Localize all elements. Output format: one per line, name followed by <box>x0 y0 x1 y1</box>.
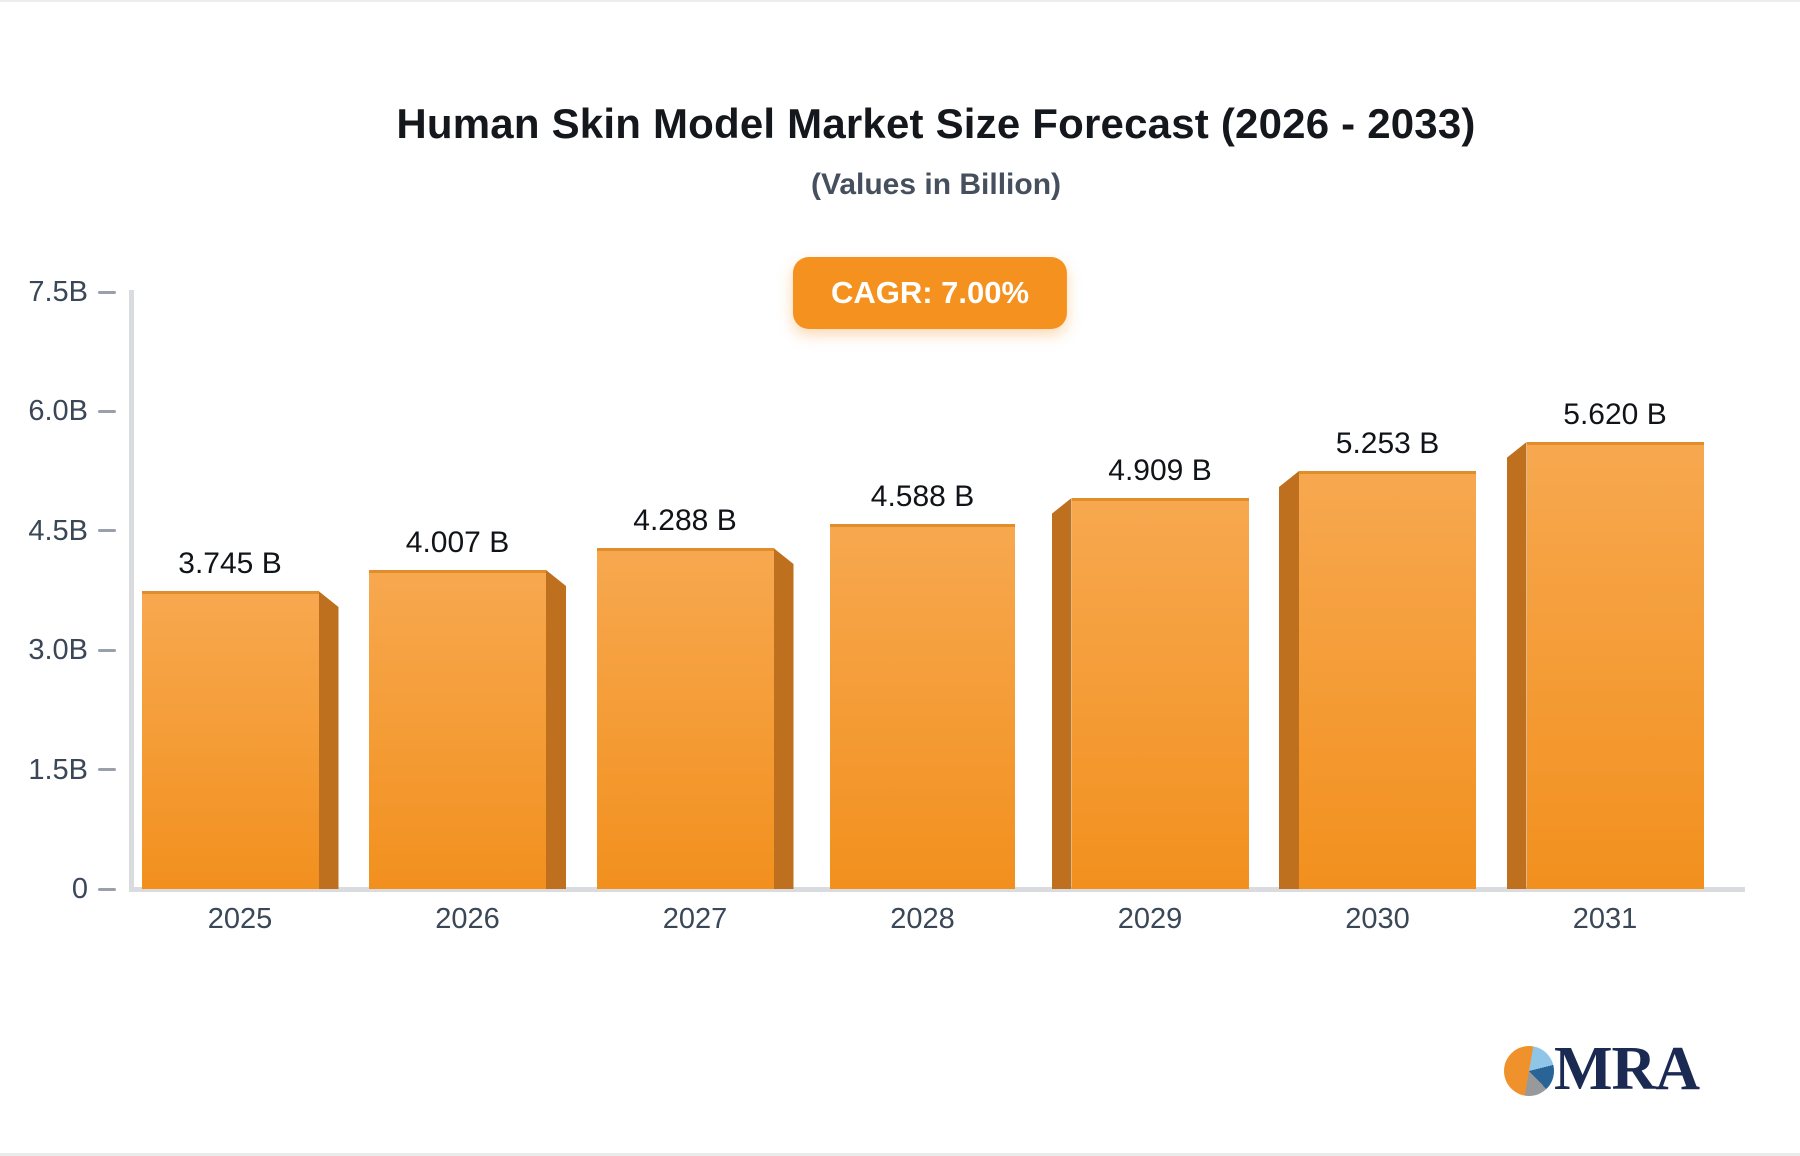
bar-2030: 5.253 B <box>1279 427 1476 889</box>
x-axis-label: 2030 <box>1345 903 1410 935</box>
x-axis-label: 2028 <box>890 903 955 935</box>
x-axis-label: 2027 <box>662 903 728 935</box>
y-axis-tick-mark <box>98 290 116 294</box>
bar-2028: 4.588 B <box>830 480 1015 889</box>
bar-2026: 4.007 B <box>369 526 566 889</box>
bar-2025: 3.745 B <box>141 547 339 889</box>
y-axis-tick-label: 4.5B <box>28 514 88 547</box>
x-axis-label: 2025 <box>207 903 273 935</box>
bar-2027: 4.288 B <box>596 504 794 889</box>
y-axis-line <box>129 290 134 891</box>
chart-title: Human Skin Model Market Size Forecast (2… <box>396 100 1476 147</box>
y-axis-tick-mark <box>98 409 116 413</box>
bar-value-label: 4.909 B <box>1108 454 1212 487</box>
bar-side-3d <box>773 548 794 889</box>
x-axis-line <box>129 887 1745 892</box>
y-axis-tick-label: 6.0B <box>28 395 88 428</box>
bar-face <box>1071 498 1249 889</box>
bar-face <box>369 570 546 889</box>
bar-value-label: 4.288 B <box>633 504 737 537</box>
bar-face <box>1299 471 1476 889</box>
bar-face <box>141 591 319 889</box>
cagr-badge: CAGR: 7.00% <box>792 257 1068 329</box>
bar-value-label: 3.745 B <box>178 547 282 580</box>
bar-value-label: 5.620 B <box>1563 398 1667 431</box>
bar-value-label: 4.007 B <box>405 526 510 559</box>
bar-value-label: 4.588 B <box>870 480 975 513</box>
y-axis-tick-mark <box>98 529 116 533</box>
bar-side-3d <box>1506 442 1527 889</box>
x-axis-label: 2026 <box>435 903 500 935</box>
bar-side-3d <box>1279 471 1299 889</box>
y-axis-tick-label: 7.5B <box>28 276 88 308</box>
bar-2031: 5.620 B <box>1506 398 1704 889</box>
logo-text: MRA <box>1554 1035 1700 1103</box>
bar-face <box>596 548 774 889</box>
brand-logo: MRA <box>1504 1035 1764 1112</box>
bar-face <box>1526 442 1704 889</box>
bar-2029: 4.909 B <box>1051 454 1249 889</box>
bar-value-label: 5.253 B <box>1335 427 1440 460</box>
y-axis-tick-label: 0 <box>71 873 88 905</box>
y-axis-tick-label: 1.5B <box>28 753 88 786</box>
pie-chart-logo-icon <box>1504 1046 1554 1096</box>
bar-side-3d <box>1051 498 1072 889</box>
y-axis-tick-mark <box>98 887 116 891</box>
x-axis-label: 2031 <box>1572 903 1638 935</box>
y-axis-tick-mark <box>98 768 116 772</box>
bar-side-3d <box>546 570 566 889</box>
y-axis-tick-mark <box>98 648 116 652</box>
y-axis-tick-label: 3.0B <box>28 634 88 667</box>
chart-subtitle: (Values in Billion) <box>810 168 1062 201</box>
x-axis-label: 2029 <box>1117 903 1183 935</box>
bar-face <box>830 524 1015 889</box>
bar-side-3d <box>318 591 339 889</box>
